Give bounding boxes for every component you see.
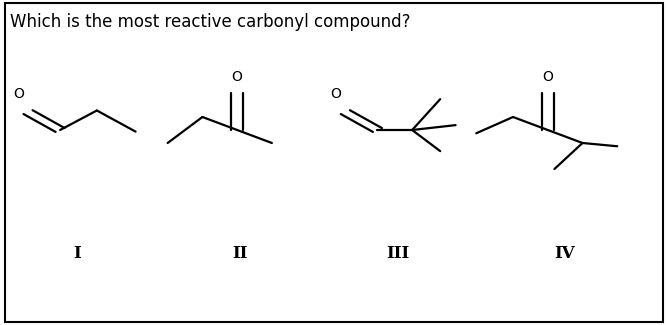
Text: IV: IV <box>554 245 574 262</box>
Text: O: O <box>13 87 24 101</box>
Text: O: O <box>542 70 553 84</box>
Text: Which is the most reactive carbonyl compound?: Which is the most reactive carbonyl comp… <box>10 13 411 31</box>
Text: O: O <box>331 87 341 101</box>
Text: O: O <box>232 70 242 84</box>
Text: II: II <box>232 245 248 262</box>
Text: I: I <box>73 245 81 262</box>
Text: III: III <box>386 245 409 262</box>
